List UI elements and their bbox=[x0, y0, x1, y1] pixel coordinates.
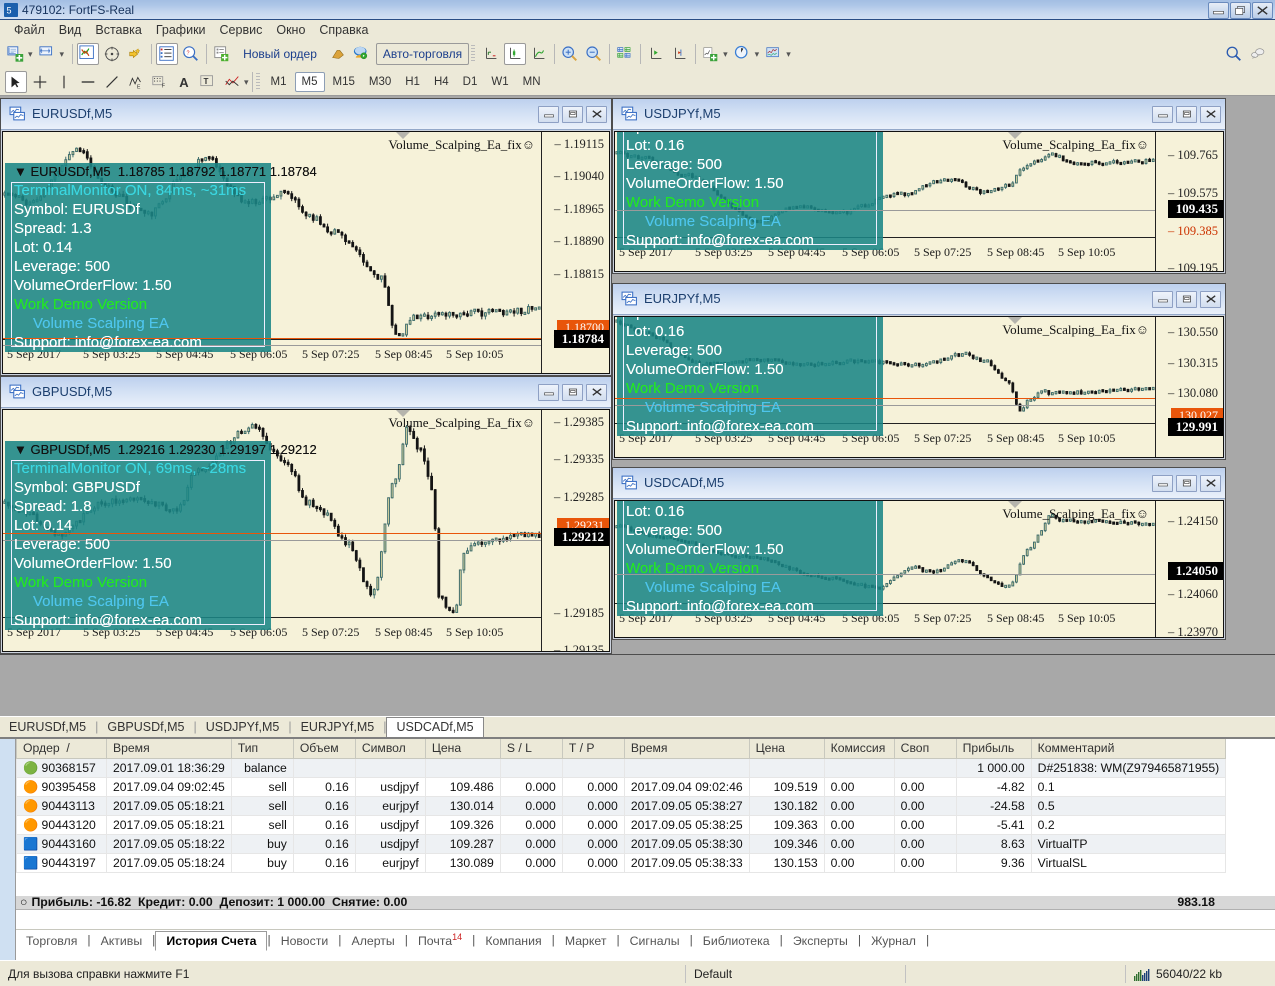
svg-text:E: E bbox=[137, 84, 141, 90]
svg-text:F: F bbox=[162, 83, 166, 89]
svg-text:?: ? bbox=[187, 50, 190, 56]
svg-text:5: 5 bbox=[7, 5, 12, 15]
svg-text:T: T bbox=[204, 77, 209, 86]
